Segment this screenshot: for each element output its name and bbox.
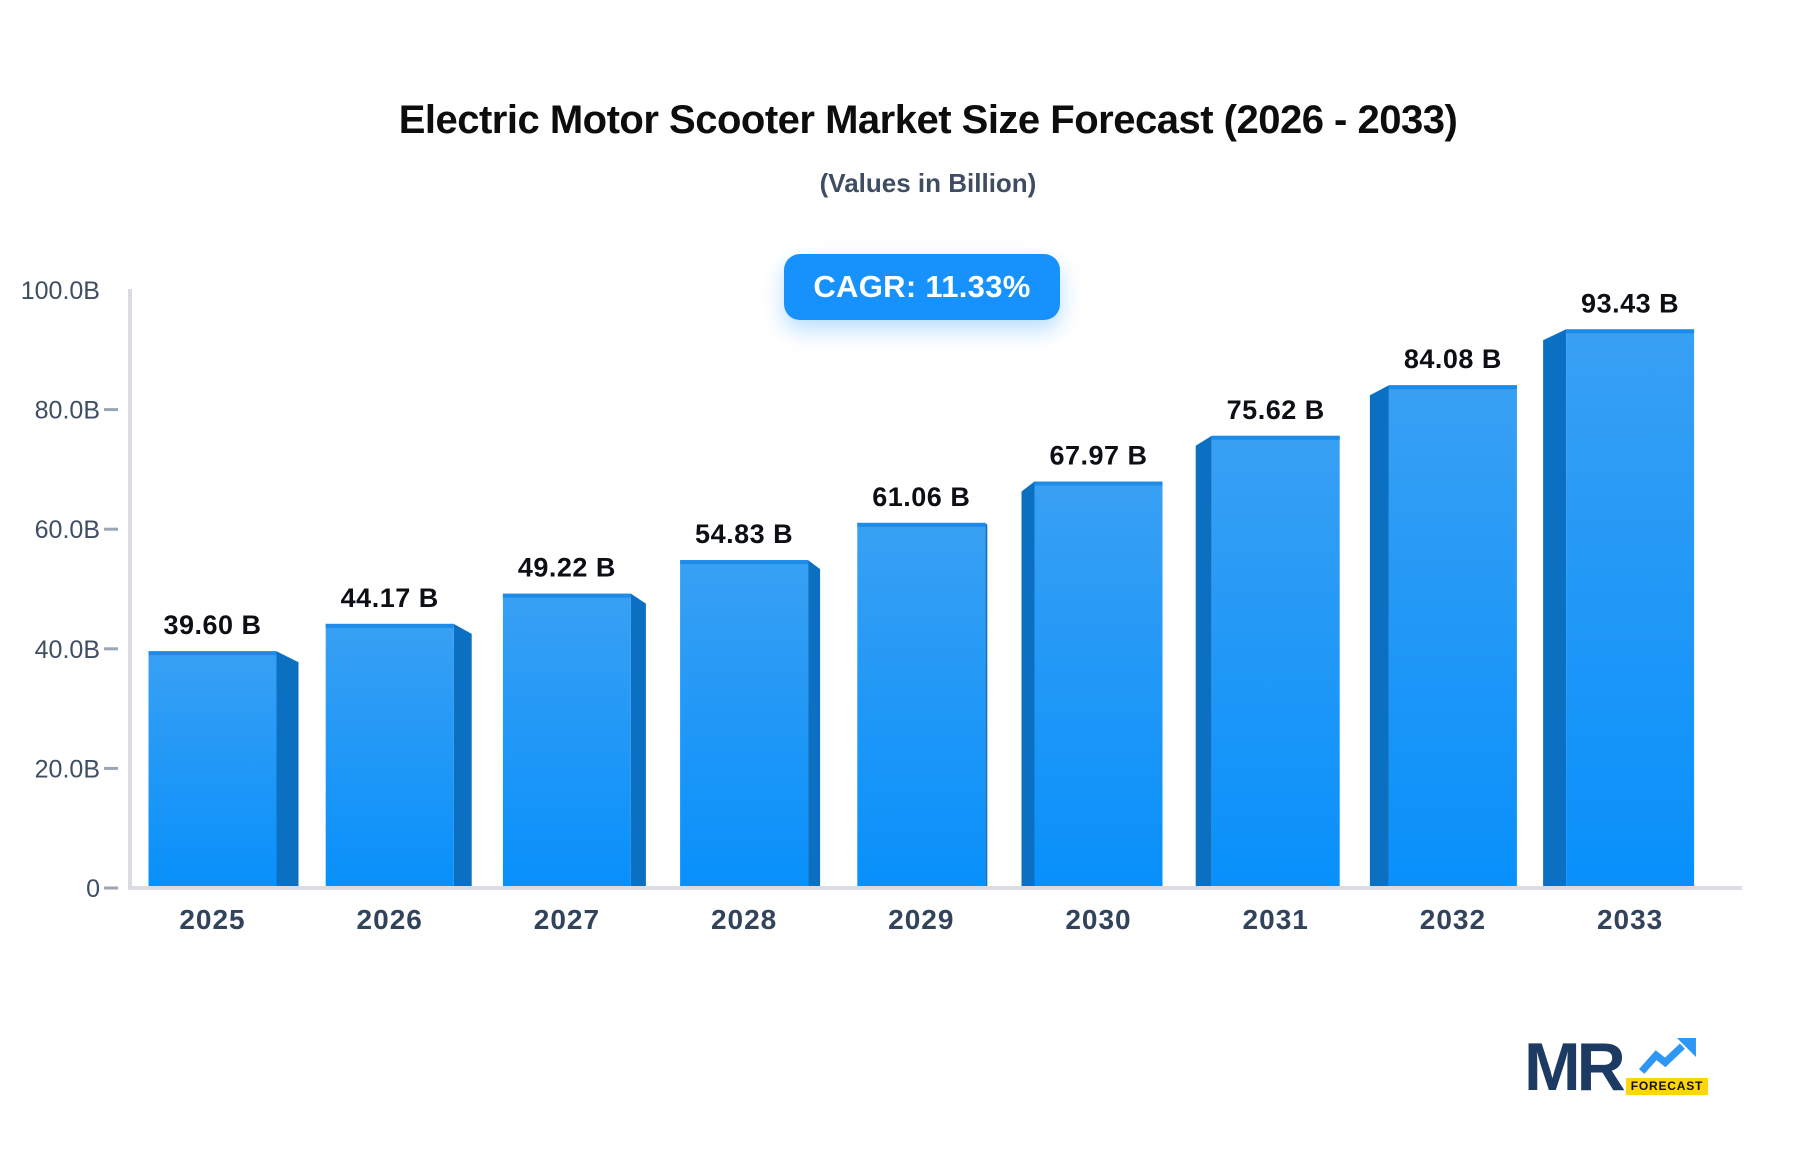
trend-arrow-icon <box>1638 1038 1696 1074</box>
bar-value-label-2027: 49.22 B <box>518 553 616 583</box>
bar-value-label-2029: 61.06 B <box>872 482 970 512</box>
bar-side-2027 <box>630 593 646 888</box>
bar-top-edge-2032 <box>1388 385 1517 390</box>
bar-2031 <box>1211 435 1340 888</box>
year-label-2026: 2026 <box>357 904 423 935</box>
y-tick-label: 20.0B <box>35 755 100 783</box>
logo-subtext: FORECAST <box>1625 1078 1709 1096</box>
y-tick-label: 100.0B <box>21 277 100 305</box>
y-tick-mark <box>104 766 118 770</box>
bar-side-2031 <box>1195 435 1212 888</box>
bar-2030 <box>1034 481 1163 888</box>
cagr-badge: CAGR: 11.33% <box>784 254 1060 320</box>
bar-side-2026 <box>453 623 472 888</box>
bar-side-2032 <box>1369 385 1389 888</box>
year-label-2025: 2025 <box>179 904 245 935</box>
bar-side-2030 <box>1021 481 1035 888</box>
bar-2026 <box>325 623 454 888</box>
bar-2027 <box>502 593 631 888</box>
y-tick-mark <box>104 527 118 531</box>
year-label-2030: 2030 <box>1065 904 1131 935</box>
brand-logo: MR FORECAST <box>1524 1029 1709 1105</box>
y-tick-label: 60.0B <box>35 516 100 544</box>
bar-value-label-2031: 75.62 B <box>1227 395 1325 425</box>
year-label-2028: 2028 <box>711 904 777 935</box>
year-label-2029: 2029 <box>888 904 954 935</box>
bar-value-label-2026: 44.17 B <box>341 583 439 613</box>
y-tick-label: 80.0B <box>35 397 100 425</box>
year-label-2031: 2031 <box>1243 904 1309 935</box>
year-label-2032: 2032 <box>1420 904 1486 935</box>
bar-value-label-2028: 54.83 B <box>695 519 793 549</box>
y-tick-label: 0 <box>86 875 100 903</box>
bar-2029 <box>857 522 986 888</box>
bar-side-2025 <box>276 651 299 888</box>
bar-2025 <box>148 651 277 888</box>
year-label-2027: 2027 <box>534 904 600 935</box>
bar-side-2028 <box>808 560 821 888</box>
bar-top-edge-2033 <box>1566 329 1695 334</box>
bar-top-edge-2029 <box>857 522 986 527</box>
bar-value-label-2030: 67.97 B <box>1049 441 1147 471</box>
bar-2033 <box>1566 329 1695 889</box>
bar-value-label-2032: 84.08 B <box>1404 344 1502 374</box>
bar-value-label-2025: 39.60 B <box>163 610 261 640</box>
cagr-badge-label: CAGR: 11.33% <box>813 269 1031 304</box>
bar-top-edge-2031 <box>1211 435 1340 440</box>
chart-title: Electric Motor Scooter Market Size Forec… <box>398 98 1458 142</box>
bar-2032 <box>1388 385 1517 888</box>
y-tick-label: 40.0B <box>35 636 100 664</box>
bar-top-edge-2027 <box>502 593 631 598</box>
year-label-2033: 2033 <box>1597 904 1663 935</box>
bar-side-2033 <box>1543 329 1567 889</box>
bar-top-edge-2030 <box>1034 481 1163 486</box>
y-tick-mark <box>104 647 118 651</box>
bar-top-edge-2025 <box>148 651 277 656</box>
bar-side-2029 <box>985 522 988 888</box>
bar-top-edge-2028 <box>680 560 809 565</box>
y-axis-line <box>128 289 132 890</box>
chart-subtitle: (Values in Billion) <box>819 168 1037 198</box>
bar-value-label-2033: 93.43 B <box>1581 288 1679 318</box>
x-axis-line <box>128 886 1742 890</box>
y-tick-mark <box>104 408 118 412</box>
logo-text: MR <box>1524 1029 1626 1105</box>
y-tick-mark <box>104 886 118 890</box>
bar-top-edge-2026 <box>325 623 454 628</box>
bar-2028 <box>680 560 809 888</box>
